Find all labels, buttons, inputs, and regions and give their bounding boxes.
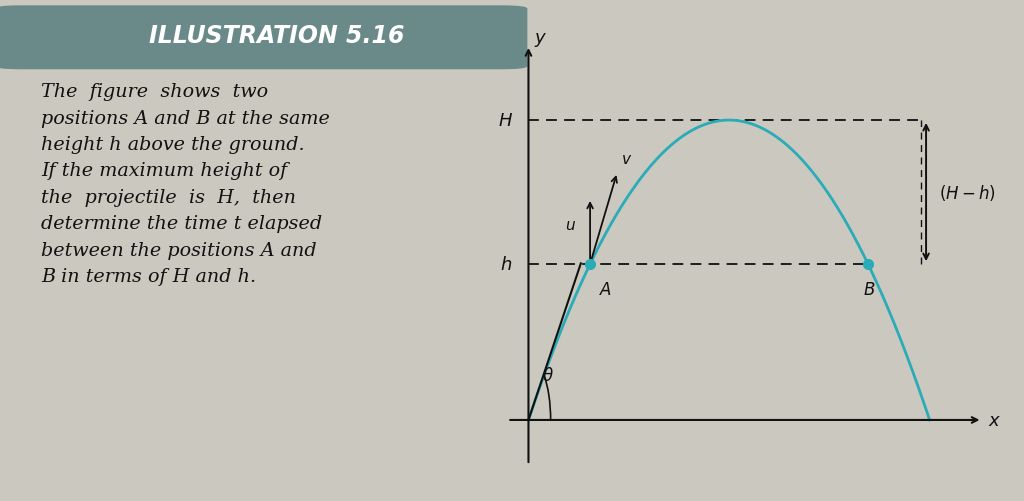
Text: $v$: $v$: [622, 152, 633, 167]
Text: $(H-h)$: $(H-h)$: [939, 183, 995, 202]
Text: $\theta$: $\theta$: [542, 366, 553, 384]
Text: $h$: $h$: [501, 256, 513, 274]
Text: $A$: $A$: [598, 281, 611, 299]
Text: The  figure  shows  two
positions A and B at the same
height h above the ground.: The figure shows two positions A and B a…: [41, 83, 330, 286]
Text: $B$: $B$: [863, 281, 876, 299]
Text: ILLUSTRATION 5.16: ILLUSTRATION 5.16: [148, 24, 404, 48]
Text: $y$: $y$: [534, 31, 547, 49]
Text: $u$: $u$: [565, 217, 577, 232]
Text: $x$: $x$: [988, 411, 1000, 429]
Text: $H$: $H$: [498, 112, 513, 130]
FancyBboxPatch shape: [0, 7, 527, 70]
